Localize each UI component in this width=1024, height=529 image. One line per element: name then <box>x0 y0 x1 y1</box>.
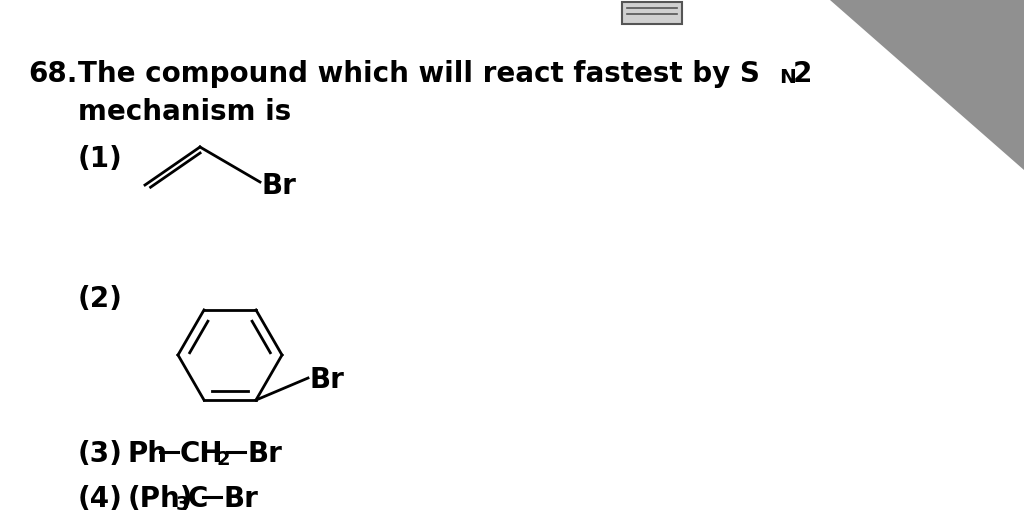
Text: Br: Br <box>247 440 282 468</box>
Text: Br: Br <box>310 366 345 394</box>
Text: The compound which will react fastest by S: The compound which will react fastest by… <box>78 60 760 88</box>
FancyBboxPatch shape <box>622 2 682 24</box>
Text: Ph: Ph <box>128 440 168 468</box>
Text: (1): (1) <box>78 145 123 173</box>
Text: N: N <box>779 68 796 87</box>
Polygon shape <box>830 0 1024 170</box>
Text: (2): (2) <box>78 285 123 313</box>
Text: (4): (4) <box>78 485 123 513</box>
Text: (Ph): (Ph) <box>128 485 194 513</box>
Text: Br: Br <box>223 485 258 513</box>
Text: C: C <box>188 485 208 513</box>
Text: mechanism is: mechanism is <box>78 98 291 126</box>
Text: (3): (3) <box>78 440 123 468</box>
Text: 3: 3 <box>176 495 189 514</box>
Text: Br: Br <box>262 172 297 200</box>
Text: CH: CH <box>180 440 223 468</box>
Text: 68.: 68. <box>28 60 78 88</box>
Text: 2: 2 <box>793 60 812 88</box>
Text: 2: 2 <box>216 450 229 469</box>
